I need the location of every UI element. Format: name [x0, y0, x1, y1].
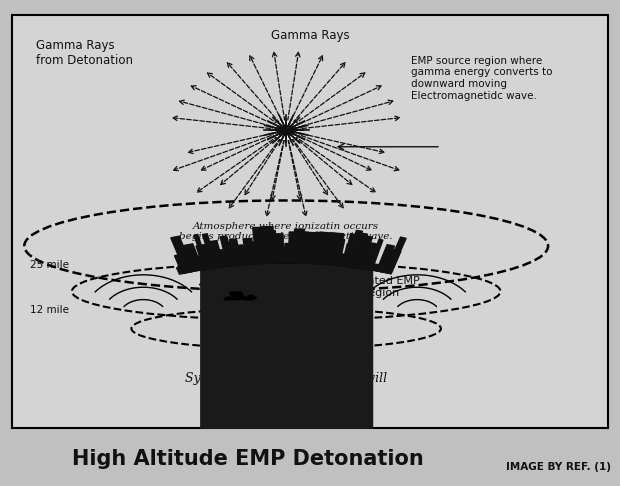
Polygon shape [306, 254, 317, 263]
Polygon shape [379, 263, 389, 273]
Text: 25 mile: 25 mile [30, 260, 69, 270]
Circle shape [280, 126, 292, 135]
FancyBboxPatch shape [12, 15, 608, 428]
Polygon shape [363, 247, 375, 269]
Polygon shape [279, 254, 286, 262]
Polygon shape [310, 257, 318, 263]
Text: Atmosphere where ionizatin occurs
begins producing electromagnetic wave.: Atmosphere where ionizatin occurs begins… [179, 222, 393, 241]
Polygon shape [205, 256, 217, 269]
Polygon shape [337, 255, 350, 266]
Polygon shape [293, 229, 304, 263]
Polygon shape [281, 247, 288, 262]
Polygon shape [352, 248, 368, 268]
Polygon shape [284, 253, 291, 262]
Polygon shape [216, 255, 227, 267]
Text: Radiated EMP
Region: Radiated EMP Region [343, 277, 420, 298]
Polygon shape [218, 249, 234, 267]
Polygon shape [260, 257, 267, 263]
Polygon shape [239, 254, 251, 264]
Polygon shape [373, 264, 380, 271]
Polygon shape [234, 246, 249, 265]
Polygon shape [249, 245, 255, 263]
Polygon shape [302, 249, 311, 263]
Polygon shape [324, 242, 338, 265]
Polygon shape [192, 255, 208, 271]
Polygon shape [253, 227, 267, 263]
Text: High Altitude EMP Detonation: High Altitude EMP Detonation [72, 449, 424, 469]
Polygon shape [320, 259, 329, 264]
Polygon shape [182, 244, 203, 272]
Polygon shape [334, 239, 345, 265]
Polygon shape [379, 249, 401, 274]
Polygon shape [290, 243, 301, 262]
Polygon shape [343, 234, 355, 266]
Polygon shape [243, 239, 255, 264]
Polygon shape [182, 251, 194, 272]
Polygon shape [316, 232, 331, 264]
Polygon shape [368, 240, 383, 270]
Polygon shape [229, 239, 242, 265]
Text: EMP source region where
gamma energy converts to
downward moving
Electromagnetid: EMP source region where gamma energy con… [411, 56, 552, 101]
Polygon shape [326, 233, 344, 265]
Polygon shape [220, 236, 234, 266]
Polygon shape [347, 257, 361, 268]
Polygon shape [251, 242, 264, 263]
Polygon shape [312, 232, 324, 263]
Polygon shape [203, 234, 218, 268]
Polygon shape [194, 234, 209, 269]
Polygon shape [285, 243, 296, 262]
Text: Gamma Rays
from Detonation: Gamma Rays from Detonation [36, 39, 133, 68]
Polygon shape [288, 232, 298, 262]
Polygon shape [275, 234, 284, 262]
Polygon shape [209, 241, 224, 267]
Polygon shape [374, 265, 384, 272]
Polygon shape [224, 242, 236, 266]
Polygon shape [335, 253, 347, 266]
Polygon shape [247, 295, 254, 298]
Polygon shape [303, 232, 316, 263]
Polygon shape [171, 236, 194, 273]
Polygon shape [297, 257, 309, 263]
Polygon shape [197, 258, 208, 270]
Polygon shape [324, 244, 332, 264]
Polygon shape [347, 230, 363, 267]
Polygon shape [262, 239, 270, 263]
Polygon shape [352, 233, 367, 268]
Polygon shape [385, 237, 406, 274]
Polygon shape [314, 239, 327, 264]
Polygon shape [196, 244, 216, 269]
Polygon shape [332, 256, 339, 265]
Polygon shape [232, 245, 246, 265]
Polygon shape [174, 254, 192, 274]
Polygon shape [229, 292, 244, 298]
Polygon shape [228, 246, 239, 265]
Polygon shape [370, 265, 378, 271]
Polygon shape [206, 245, 223, 268]
Polygon shape [186, 258, 199, 272]
Polygon shape [250, 256, 262, 263]
Polygon shape [224, 297, 257, 299]
Polygon shape [357, 236, 373, 268]
Text: IMAGE BY REF. (1): IMAGE BY REF. (1) [505, 462, 611, 471]
Polygon shape [242, 245, 252, 264]
Polygon shape [342, 244, 358, 267]
Polygon shape [376, 244, 394, 272]
Text: Systems within line-of-sight will
sustain damage.: Systems within line-of-sight will sustai… [185, 372, 388, 400]
Polygon shape [217, 249, 229, 267]
Polygon shape [192, 254, 202, 270]
Polygon shape [260, 226, 275, 263]
Text: Gamma Rays: Gamma Rays [271, 29, 349, 42]
Polygon shape [273, 248, 281, 262]
Polygon shape [294, 232, 309, 263]
Polygon shape [266, 230, 276, 263]
Polygon shape [365, 263, 373, 270]
Polygon shape [357, 242, 376, 269]
Circle shape [273, 121, 299, 139]
Polygon shape [177, 265, 190, 274]
Polygon shape [270, 230, 277, 262]
Text: 12 mile: 12 mile [30, 305, 69, 315]
